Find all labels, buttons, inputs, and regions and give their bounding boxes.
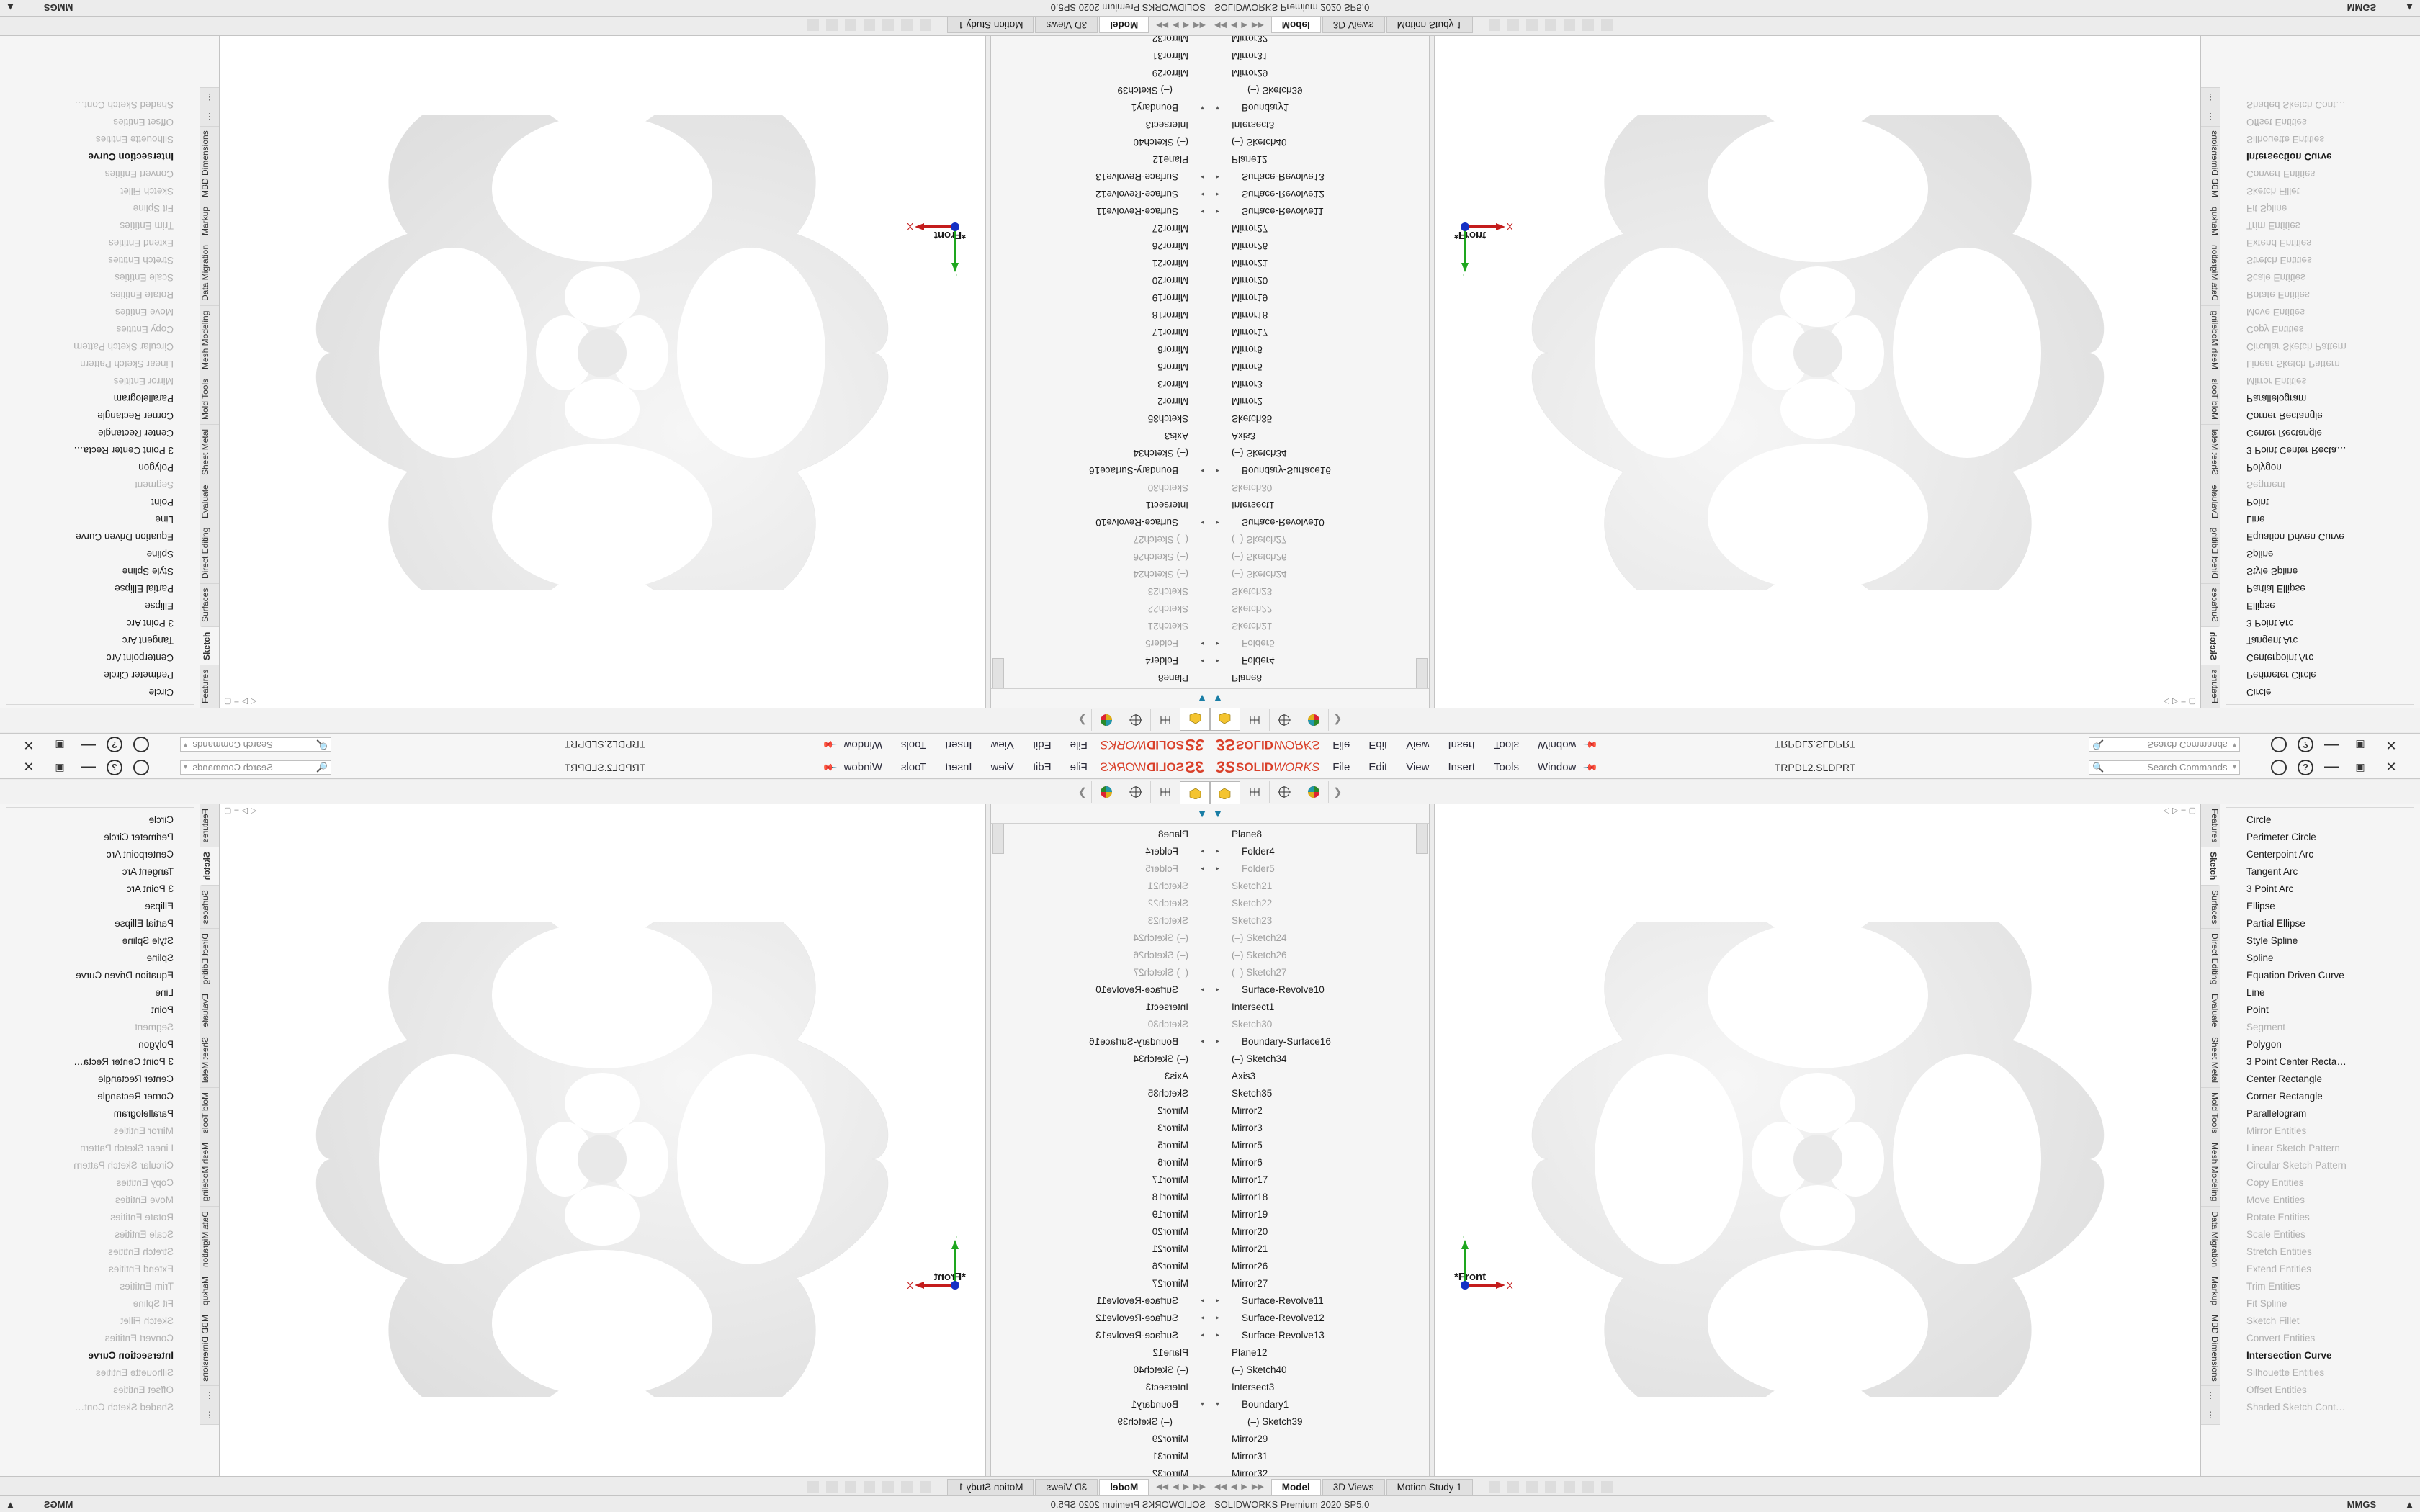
svg-text:3S: 3S bbox=[1216, 758, 1234, 776]
svg-text:Y: Y bbox=[953, 1236, 959, 1240]
svg-text:Y: Y bbox=[1461, 1236, 1467, 1240]
svg-text:3S: 3S bbox=[1186, 737, 1204, 755]
svg-text:3S: 3S bbox=[1186, 758, 1204, 776]
svg-text:3S: 3S bbox=[1216, 737, 1234, 755]
svg-text:Y: Y bbox=[953, 272, 959, 276]
svg-text:Y: Y bbox=[1461, 272, 1467, 276]
svg-text:X: X bbox=[1507, 221, 1513, 232]
svg-text:X: X bbox=[1507, 1280, 1513, 1291]
svg-text:X: X bbox=[907, 1280, 913, 1291]
svg-text:X: X bbox=[907, 221, 913, 232]
